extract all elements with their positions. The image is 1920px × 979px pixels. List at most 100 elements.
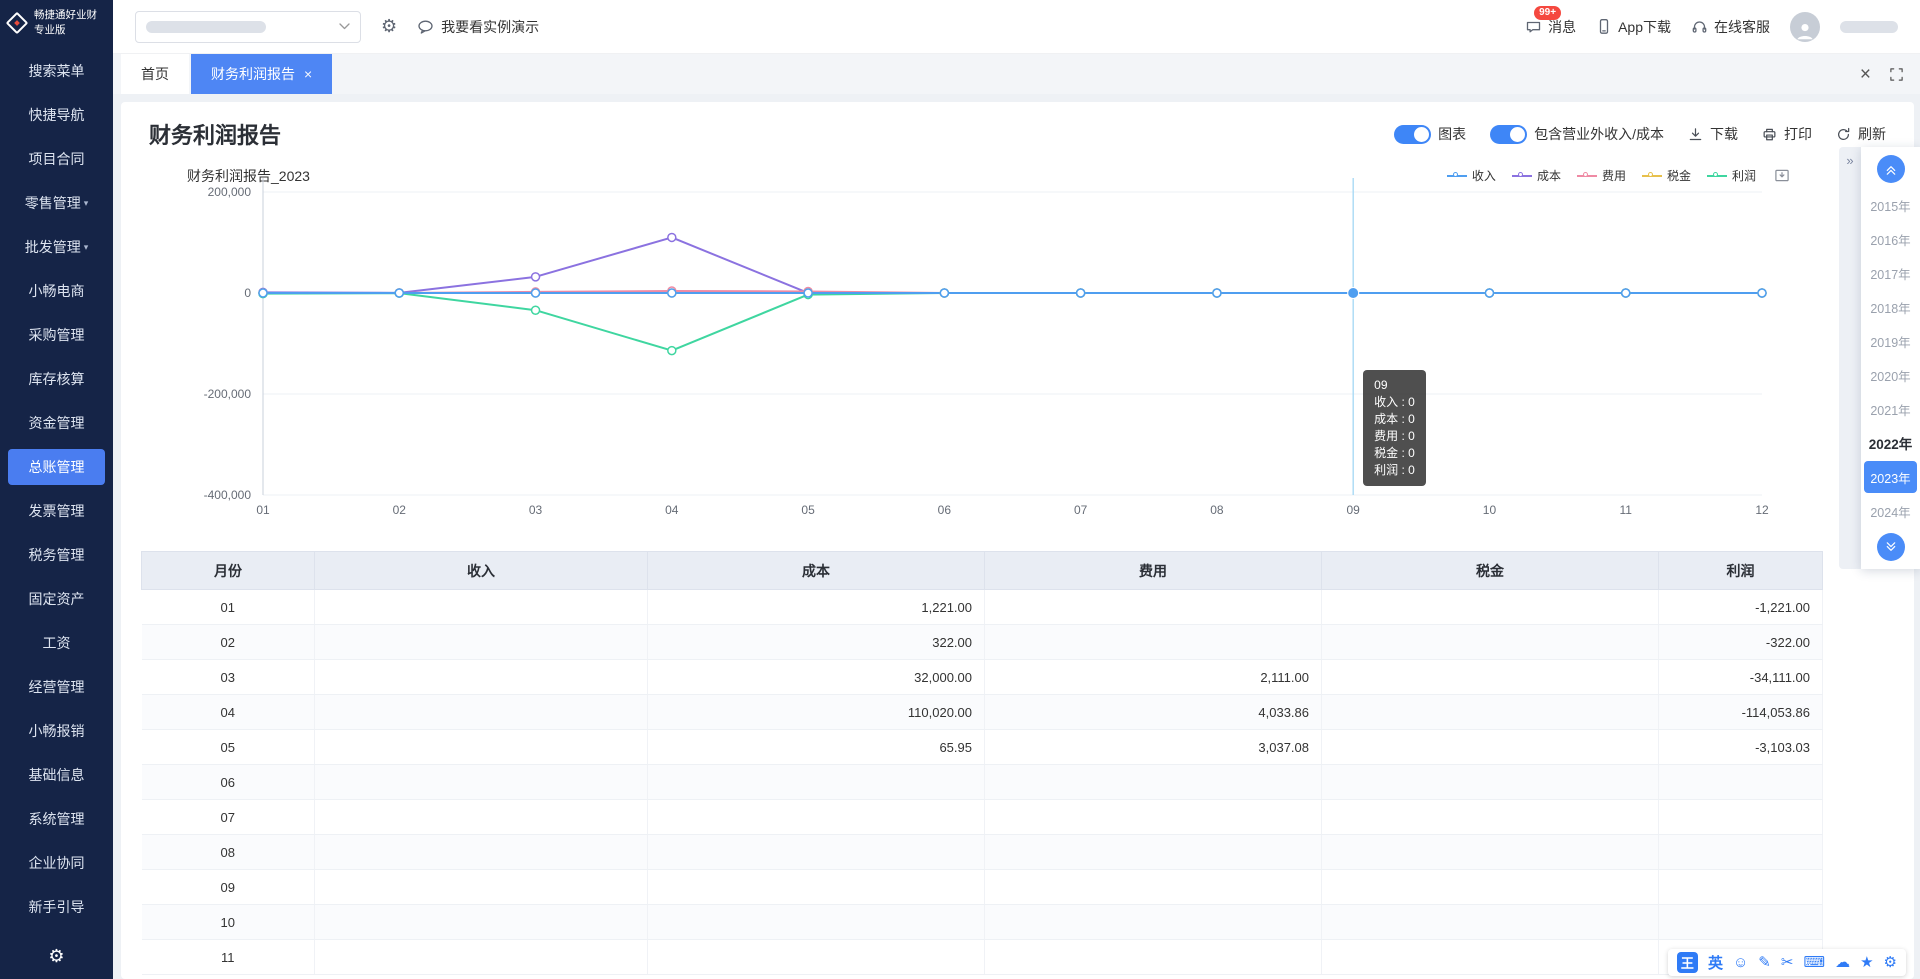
- year-option[interactable]: 2024年: [1870, 505, 1911, 520]
- svg-text:08: 08: [1210, 503, 1224, 517]
- year-option[interactable]: 2017年: [1870, 267, 1911, 282]
- sidebar-item-3[interactable]: 零售管理 ▾: [8, 185, 105, 221]
- scroll-years-down-button[interactable]: [1876, 533, 1905, 561]
- sidebar-item-18[interactable]: 企业协同: [8, 845, 105, 881]
- sidebar-item-17[interactable]: 系统管理: [8, 801, 105, 837]
- year-option[interactable]: 2023年: [1864, 461, 1917, 493]
- ime-english-label[interactable]: 英: [1707, 955, 1723, 972]
- sidebar-item-13[interactable]: 工资: [8, 625, 105, 661]
- table-row[interactable]: 04 110,020.00 4,033.86 -114,053.86: [141, 694, 1823, 730]
- refresh-button[interactable]: 刷新: [1836, 124, 1886, 144]
- save-image-icon[interactable]: [1774, 168, 1790, 183]
- sidebar-item-2[interactable]: 项目合同: [8, 141, 105, 177]
- table-row[interactable]: 07: [141, 799, 1823, 835]
- month-cell: 09: [141, 869, 315, 905]
- app-download-button[interactable]: App下载: [1596, 17, 1671, 37]
- sidebar-item-14[interactable]: 经营管理: [8, 669, 105, 705]
- month-cell: 07: [141, 799, 315, 835]
- chart-area: 财务利润报告_2023 收入 成本 费用 税金 利润 200,000 0 -200,000-…: [121, 162, 1914, 587]
- legend-item-3[interactable]: 税金: [1641, 167, 1691, 184]
- demo-link-label: 我要看实例演示: [441, 18, 540, 35]
- sidebar-item-label: 新手引导: [28, 899, 85, 916]
- year-option[interactable]: 2019年: [1870, 335, 1911, 350]
- chart-title: 财务利润报告_2023: [187, 168, 310, 184]
- table-row[interactable]: 08: [141, 834, 1823, 870]
- year-option[interactable]: 2016年: [1870, 233, 1911, 248]
- table-row[interactable]: 05 65.95 3,037.08 -3,103.03: [141, 729, 1823, 765]
- year-panel-collapse-strip[interactable]: »: [1839, 147, 1861, 569]
- sidebar-item-16[interactable]: 基础信息: [8, 757, 105, 793]
- value-cell: 322.00: [647, 624, 985, 660]
- tab-1[interactable]: 财务利润报告 ×: [191, 54, 333, 94]
- sidebar-item-0[interactable]: 搜索菜单: [8, 53, 105, 89]
- keyboard-icon[interactable]: ⌨: [1803, 954, 1826, 971]
- ime-mode-badge[interactable]: 王: [1676, 952, 1698, 973]
- avatar[interactable]: [1790, 11, 1820, 42]
- organization-select[interactable]: [135, 10, 361, 43]
- legend-item-2[interactable]: 费用: [1576, 167, 1626, 184]
- cloud-icon[interactable]: ☁: [1835, 954, 1851, 971]
- fullscreen-icon[interactable]: [1889, 67, 1904, 82]
- close-tab-icon[interactable]: ×: [304, 66, 313, 82]
- print-button[interactable]: 打印: [1762, 124, 1812, 144]
- table-row[interactable]: 06: [141, 764, 1823, 800]
- sidebar-item-4[interactable]: 批发管理 ▾: [8, 229, 105, 265]
- table-row[interactable]: 01 1,221.00 -1,221.00: [141, 589, 1823, 625]
- table-row[interactable]: 02 322.00 -322.00: [141, 624, 1823, 660]
- messages-label: 消息: [1548, 18, 1577, 35]
- year-option[interactable]: 2018年: [1870, 301, 1911, 316]
- table-row[interactable]: 09: [141, 869, 1823, 905]
- tab-0[interactable]: 首页: [121, 54, 189, 94]
- sidebar-item-15[interactable]: 小畅报销: [8, 713, 105, 749]
- svg-text:04: 04: [665, 503, 679, 517]
- sidebar-item-5[interactable]: 小畅电商: [8, 273, 105, 309]
- scissors-icon[interactable]: ✂: [1780, 954, 1794, 971]
- table-row[interactable]: 11: [141, 939, 1823, 975]
- sidebar-item-7[interactable]: 库存核算: [8, 361, 105, 397]
- value-cell: [647, 869, 985, 905]
- star-icon[interactable]: ★: [1860, 954, 1874, 971]
- sidebar-item-1[interactable]: 快捷导航: [8, 97, 105, 133]
- legend-item-4[interactable]: 利润: [1706, 167, 1756, 184]
- sidebar-item-11[interactable]: 税务管理: [8, 537, 105, 573]
- year-option[interactable]: 2020年: [1870, 369, 1911, 384]
- month-cell: 11: [141, 939, 315, 975]
- profit-line-chart[interactable]: 200,000 0 -200,000 -400,000 01 02 03 04 05 06 07 08…: [121, 162, 1914, 567]
- settings-gear-icon[interactable]: ⚙: [381, 16, 398, 36]
- chevron-down-icon: ▾: [83, 197, 89, 208]
- page-header: 财务利润报告 图表 包含营业外收入/成本 下载 打印 刷新: [121, 102, 1914, 150]
- legend-item-1[interactable]: 成本: [1511, 167, 1561, 184]
- table-row[interactable]: 10: [141, 904, 1823, 940]
- year-option[interactable]: 2015年: [1870, 199, 1911, 214]
- demo-link[interactable]: 我要看实例演示: [417, 17, 539, 37]
- messages-button[interactable]: 99+ 消息: [1525, 5, 1577, 37]
- include-nonoperating-toggle[interactable]: 包含营业外收入/成本: [1490, 124, 1664, 144]
- support-button[interactable]: 在线客服: [1691, 17, 1770, 37]
- scroll-years-up-button[interactable]: [1876, 155, 1905, 183]
- toggle-on-switch[interactable]: [1394, 124, 1432, 144]
- ime-settings-gear-icon[interactable]: ⚙: [1883, 954, 1897, 971]
- sidebar-item-label: 工资: [42, 635, 71, 652]
- download-button[interactable]: 下载: [1688, 124, 1738, 144]
- chart-view-toggle[interactable]: 图表: [1394, 124, 1466, 144]
- month-cell: 01: [141, 589, 315, 625]
- sidebar: 畅捷通好业财 专业版 搜索菜单 快捷导航 项目合同 零售管理 ▾ 批发管理 ▾ 小畅电商 采购管…: [0, 0, 113, 979]
- sidebar-item-8[interactable]: 资金管理: [8, 405, 105, 441]
- legend-item-0[interactable]: 收入: [1446, 167, 1496, 184]
- sidebar-item-19[interactable]: 新手引导: [8, 889, 105, 925]
- svg-text:03: 03: [529, 503, 543, 517]
- emoji-icon[interactable]: ☺: [1732, 954, 1749, 971]
- sidebar-item-10[interactable]: 发票管理: [8, 493, 105, 529]
- sidebar-item-12[interactable]: 固定资产: [8, 581, 105, 617]
- sidebar-settings-gear-icon[interactable]: ⚙: [48, 945, 65, 966]
- year-option[interactable]: 2022年: [1868, 437, 1913, 452]
- collapse-panel-icon[interactable]: »: [1846, 152, 1854, 168]
- sidebar-item-6[interactable]: 采购管理: [8, 317, 105, 353]
- pen-icon[interactable]: ✎: [1758, 954, 1771, 971]
- table-row[interactable]: 03 32,000.00 2,111.00 -34,111.00: [141, 659, 1823, 695]
- value-cell: [1321, 799, 1659, 835]
- close-icon[interactable]: ×: [1859, 63, 1871, 85]
- toggle-on-switch[interactable]: [1490, 124, 1528, 144]
- sidebar-item-9[interactable]: 总账管理: [8, 449, 105, 486]
- year-option[interactable]: 2021年: [1870, 403, 1911, 418]
